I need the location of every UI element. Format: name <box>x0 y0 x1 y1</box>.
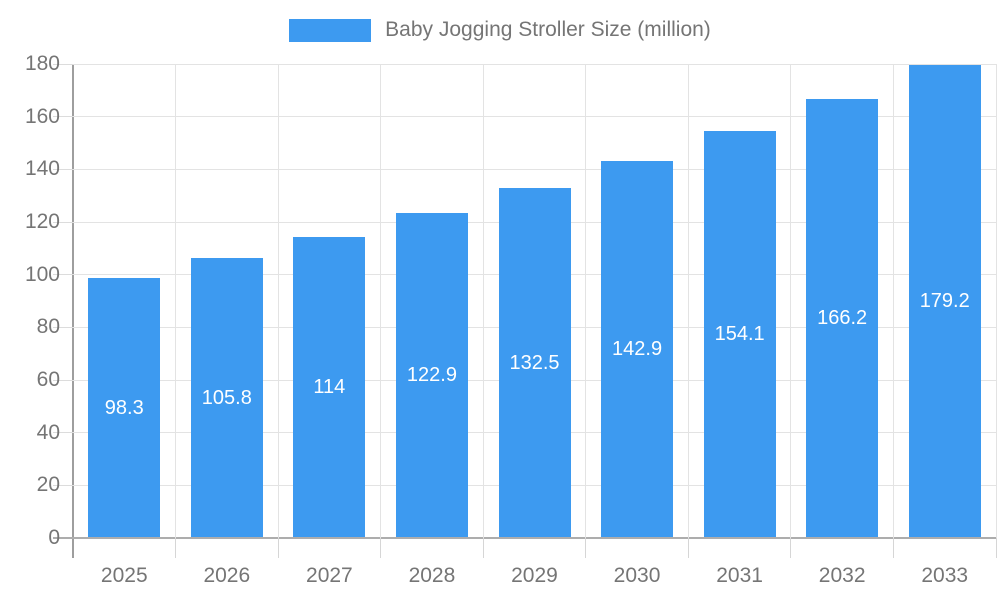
gridline-x-4 <box>482 64 484 538</box>
y-tick-20 <box>53 484 73 486</box>
bar-value-label-2027: 114 <box>313 375 346 398</box>
bar-2031[interactable]: 154.1 <box>703 131 776 537</box>
x-tick-label-2030: 2030 <box>613 564 661 587</box>
x-tick-5 <box>585 538 587 558</box>
x-tick-2 <box>277 538 279 558</box>
x-tick-label-2029: 2029 <box>511 564 558 587</box>
bar-2029[interactable]: 132.5 <box>498 188 571 537</box>
x-tick-9 <box>995 538 997 558</box>
y-tick-label-80: 80 <box>36 315 60 339</box>
x-tick-1 <box>175 538 177 558</box>
gridline-x-5 <box>585 64 587 538</box>
x-tick-label-2032: 2032 <box>818 564 866 587</box>
x-tick-6 <box>687 538 689 558</box>
gridline-x-7 <box>790 64 792 538</box>
x-tick-label-2033: 2033 <box>921 564 969 587</box>
y-tick-140 <box>53 168 73 170</box>
y-tick-label-20: 20 <box>36 473 60 497</box>
y-tick-180 <box>53 63 73 65</box>
bar-value-label-2030: 142.9 <box>612 337 663 360</box>
y-tick-label-180: 180 <box>24 52 60 75</box>
y-tick-80 <box>53 326 73 328</box>
y-tick-40 <box>53 432 73 434</box>
gridline-x-9 <box>995 64 997 538</box>
bar-2025[interactable]: 98.3 <box>88 278 161 537</box>
bar-2033[interactable]: 179.2 <box>908 65 981 537</box>
x-tick-3 <box>380 538 382 558</box>
x-tick-label-2031: 2031 <box>716 564 763 587</box>
gridline-x-3 <box>380 64 382 538</box>
bar-value-label-2033: 179.2 <box>919 290 970 313</box>
y-tick-label-160: 160 <box>24 104 60 128</box>
y-axis-line <box>72 64 74 558</box>
bar-2030[interactable]: 142.9 <box>601 160 674 537</box>
gridline-y-160 <box>73 116 996 118</box>
y-tick-label-40: 40 <box>36 420 60 444</box>
bar-value-label-2031: 154.1 <box>714 323 765 346</box>
x-axis-line <box>53 537 996 539</box>
gridline-y-140 <box>73 168 996 170</box>
x-tick-7 <box>790 538 792 558</box>
y-tick-160 <box>53 116 73 118</box>
x-tick-8 <box>892 538 894 558</box>
bar-value-label-2029: 132.5 <box>509 351 560 374</box>
x-tick-label-2026: 2026 <box>203 564 251 587</box>
legend-label: Baby Jogging Stroller Size (million) <box>385 18 711 41</box>
y-tick-label-60: 60 <box>36 368 60 391</box>
x-tick-label-2027: 2027 <box>306 564 353 587</box>
bar-2028[interactable]: 122.9 <box>395 213 468 537</box>
gridline-x-1 <box>175 64 177 538</box>
bar-value-label-2025: 98.3 <box>104 396 144 419</box>
y-tick-60 <box>53 379 73 381</box>
legend[interactable]: Baby Jogging Stroller Size (million) <box>0 18 1000 42</box>
bar-2026[interactable]: 105.8 <box>190 258 263 537</box>
plot-area: 0 20 40 60 80 100 120 140 160 180 98.3 2025 105.8 202… <box>25 52 997 587</box>
y-tick-label-100: 100 <box>24 262 60 286</box>
gridline-x-2 <box>277 64 279 538</box>
gridline-y-180 <box>73 63 996 65</box>
legend-swatch <box>289 18 372 42</box>
bar-2032[interactable]: 166.2 <box>806 99 879 537</box>
y-tick-120 <box>53 221 73 223</box>
x-tick-label-2025: 2025 <box>100 564 148 587</box>
x-tick-4 <box>482 538 484 558</box>
y-tick-label-120: 120 <box>24 210 60 233</box>
bar-value-label-2032: 166.2 <box>817 307 868 330</box>
bar-value-label-2026: 105.8 <box>201 386 252 409</box>
gridline-x-8 <box>892 64 894 538</box>
bar-value-label-2028: 122.9 <box>406 364 457 387</box>
y-tick-label-0: 0 <box>48 526 60 549</box>
bar-2027[interactable]: 114 <box>293 236 366 537</box>
y-tick-100 <box>53 274 73 276</box>
gridline-x-6 <box>687 64 689 538</box>
x-tick-label-2028: 2028 <box>408 564 456 587</box>
y-tick-label-140: 140 <box>24 157 60 181</box>
